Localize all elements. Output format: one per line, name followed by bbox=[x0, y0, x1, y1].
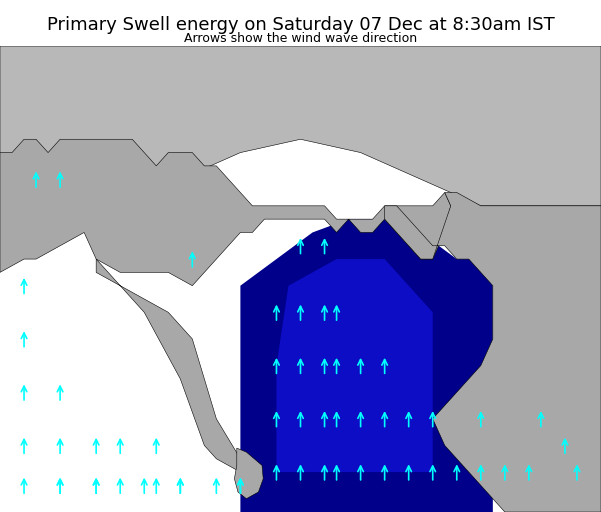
Polygon shape bbox=[0, 139, 451, 286]
Text: Arrows show the wind wave direction: Arrows show the wind wave direction bbox=[184, 30, 417, 42]
Polygon shape bbox=[96, 259, 240, 472]
Polygon shape bbox=[234, 448, 263, 499]
Polygon shape bbox=[0, 46, 601, 206]
Text: Primary Swell energy on Saturday 07 Dec at 8:30am IST: Primary Swell energy on Saturday 07 Dec … bbox=[47, 16, 554, 34]
Text: Primary Swell energy on Saturday 07 Dec at 8:30am IST: Primary Swell energy on Saturday 07 Dec … bbox=[47, 18, 554, 36]
Polygon shape bbox=[385, 193, 601, 512]
Text: Arrows show the wind wave direction: Arrows show the wind wave direction bbox=[184, 33, 417, 46]
Text: Arrows show the wind wave direction: Arrows show the wind wave direction bbox=[184, 32, 417, 45]
Polygon shape bbox=[276, 259, 433, 472]
Text: Primary Swell energy on Saturday 07 Dec at 8:30am IST: Primary Swell energy on Saturday 07 Dec … bbox=[47, 4, 554, 22]
Polygon shape bbox=[240, 219, 493, 512]
